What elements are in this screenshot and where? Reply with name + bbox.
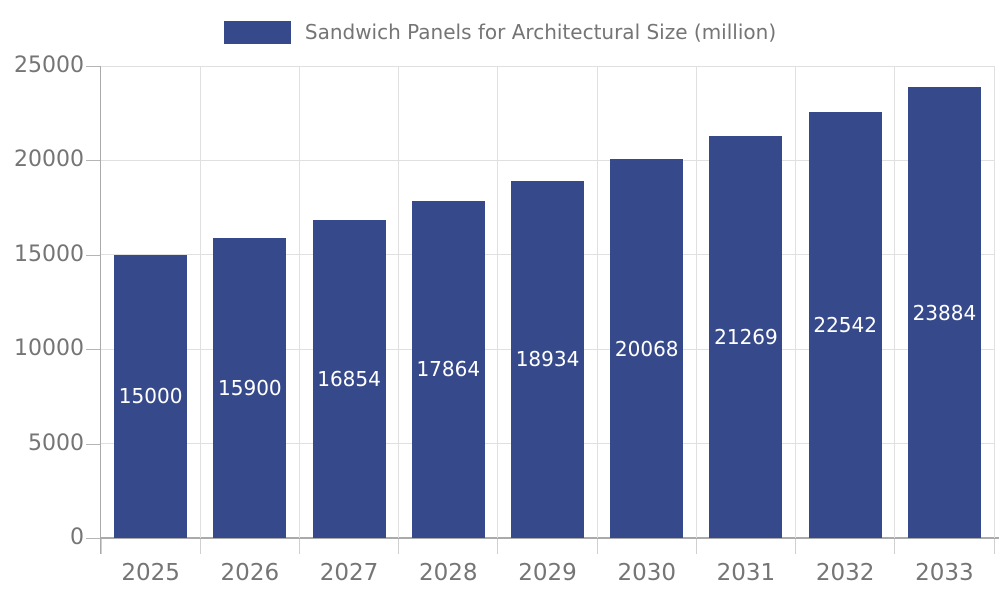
v-gridline — [894, 66, 896, 538]
y-tick-label: 5000 — [28, 430, 84, 456]
x-tick-label: 2029 — [518, 560, 577, 586]
v-gridline — [993, 66, 995, 538]
x-tick-mark — [497, 539, 499, 554]
x-tick-label: 2030 — [617, 560, 676, 586]
y-tick-mark — [86, 254, 100, 256]
x-tick-mark — [100, 539, 102, 554]
y-tick-label: 10000 — [14, 336, 84, 362]
h-gridline — [101, 159, 994, 161]
bar[interactable] — [213, 237, 287, 538]
v-gridline — [497, 66, 499, 538]
x-tick-label: 2033 — [915, 560, 974, 586]
x-tick-mark — [993, 539, 995, 554]
h-gridline — [101, 65, 994, 67]
x-tick-mark — [596, 539, 598, 554]
x-tick-mark — [795, 539, 797, 554]
x-tick-label: 2026 — [220, 560, 280, 586]
x-tick-mark — [894, 539, 896, 554]
y-axis-line — [100, 66, 101, 554]
x-tick-label: 2028 — [418, 560, 478, 586]
bar[interactable] — [709, 136, 783, 538]
x-tick-mark — [398, 539, 400, 554]
y-tick-mark — [86, 160, 100, 162]
plot-area: 0 5000 10000 15000 20000 25000 2025 2026 2027 202… — [14, 53, 999, 586]
y-tick-mark — [86, 66, 100, 67]
bar[interactable] — [411, 200, 485, 538]
bar[interactable] — [808, 112, 882, 538]
bar[interactable] — [610, 159, 684, 538]
v-gridline — [298, 66, 300, 538]
chart-legend[interactable]: Sandwich Panels for Architectural Size (… — [0, 16, 1000, 48]
v-gridline — [795, 66, 797, 538]
x-tick-mark — [199, 539, 201, 554]
bar[interactable] — [511, 180, 584, 538]
bar[interactable] — [312, 219, 386, 538]
x-axis-line — [100, 537, 999, 539]
v-gridline — [199, 66, 201, 538]
y-tick-mark — [86, 349, 100, 351]
y-tick-label: 15000 — [14, 241, 84, 267]
x-tick-mark — [298, 539, 300, 554]
y-tick-mark — [86, 443, 100, 445]
y-tick-label: 25000 — [14, 53, 84, 78]
x-tick-label: 2025 — [121, 560, 180, 586]
v-gridline — [596, 66, 598, 538]
bar[interactable] — [114, 254, 188, 538]
x-tick-mark — [695, 539, 697, 554]
legend-label: Sandwich Panels for Architectural Size (… — [304, 20, 777, 44]
x-tick-label: 2027 — [319, 560, 379, 586]
y-tick-mark — [86, 538, 100, 539]
v-gridline — [695, 66, 697, 538]
y-tick-label: 0 — [70, 525, 84, 550]
x-tick-label: 2031 — [716, 560, 776, 586]
v-gridline — [398, 66, 400, 538]
y-tick-label: 20000 — [14, 147, 84, 173]
legend-swatch — [223, 20, 291, 44]
bar[interactable] — [907, 87, 981, 538]
x-tick-label: 2032 — [815, 560, 875, 586]
